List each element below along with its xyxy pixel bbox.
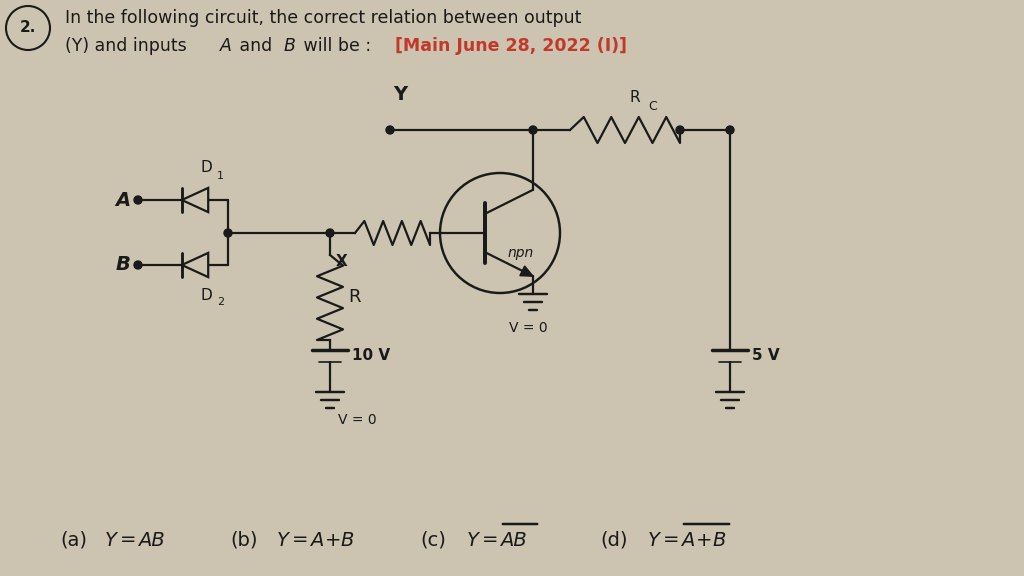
Polygon shape: [182, 253, 208, 277]
Text: A: A: [220, 37, 231, 55]
Circle shape: [134, 196, 142, 204]
Text: Y: Y: [393, 85, 408, 104]
Text: +: +: [696, 530, 713, 550]
Text: (b): (b): [230, 530, 257, 550]
Circle shape: [386, 126, 394, 134]
Text: 1: 1: [217, 171, 224, 181]
Text: AB: AB: [500, 530, 526, 550]
Text: B: B: [115, 256, 130, 275]
Text: R: R: [348, 289, 360, 306]
Text: =: =: [120, 530, 136, 550]
Text: will be :: will be :: [298, 37, 377, 55]
Text: 2: 2: [217, 297, 224, 307]
Text: Y: Y: [105, 530, 117, 550]
Text: 10 V: 10 V: [352, 348, 390, 363]
Text: (c): (c): [420, 530, 445, 550]
Circle shape: [676, 126, 684, 134]
Text: Y: Y: [278, 530, 289, 550]
Text: +: +: [325, 530, 341, 550]
Text: Y: Y: [467, 530, 479, 550]
Text: (a): (a): [60, 530, 87, 550]
Text: [Main June 28, 2022 (I)]: [Main June 28, 2022 (I)]: [395, 37, 627, 55]
Text: AB: AB: [138, 530, 165, 550]
Text: and: and: [234, 37, 278, 55]
Text: C: C: [648, 100, 657, 112]
Text: V = 0: V = 0: [509, 321, 547, 335]
Text: V = 0: V = 0: [338, 413, 377, 427]
Polygon shape: [182, 188, 208, 212]
Text: B: B: [712, 530, 725, 550]
Text: =: =: [292, 530, 308, 550]
Circle shape: [224, 229, 232, 237]
Text: 5 V: 5 V: [752, 348, 779, 363]
Text: A: A: [681, 530, 694, 550]
Text: Y: Y: [648, 530, 659, 550]
Text: A: A: [115, 191, 130, 210]
Text: B: B: [340, 530, 353, 550]
Text: =: =: [482, 530, 499, 550]
Text: D: D: [200, 161, 212, 176]
Text: (d): (d): [600, 530, 628, 550]
Circle shape: [726, 126, 734, 134]
Text: D: D: [200, 287, 212, 302]
Text: In the following circuit, the correct relation between output: In the following circuit, the correct re…: [65, 9, 582, 27]
Text: 2.: 2.: [19, 21, 36, 36]
Polygon shape: [520, 266, 534, 276]
Circle shape: [529, 126, 537, 134]
Text: npn: npn: [508, 246, 535, 260]
Text: =: =: [663, 530, 680, 550]
Text: B: B: [284, 37, 296, 55]
Circle shape: [326, 229, 334, 237]
Text: (Y) and inputs: (Y) and inputs: [65, 37, 193, 55]
Circle shape: [134, 261, 142, 269]
Text: A: A: [310, 530, 324, 550]
Text: X: X: [336, 253, 348, 268]
Text: R: R: [630, 90, 640, 105]
